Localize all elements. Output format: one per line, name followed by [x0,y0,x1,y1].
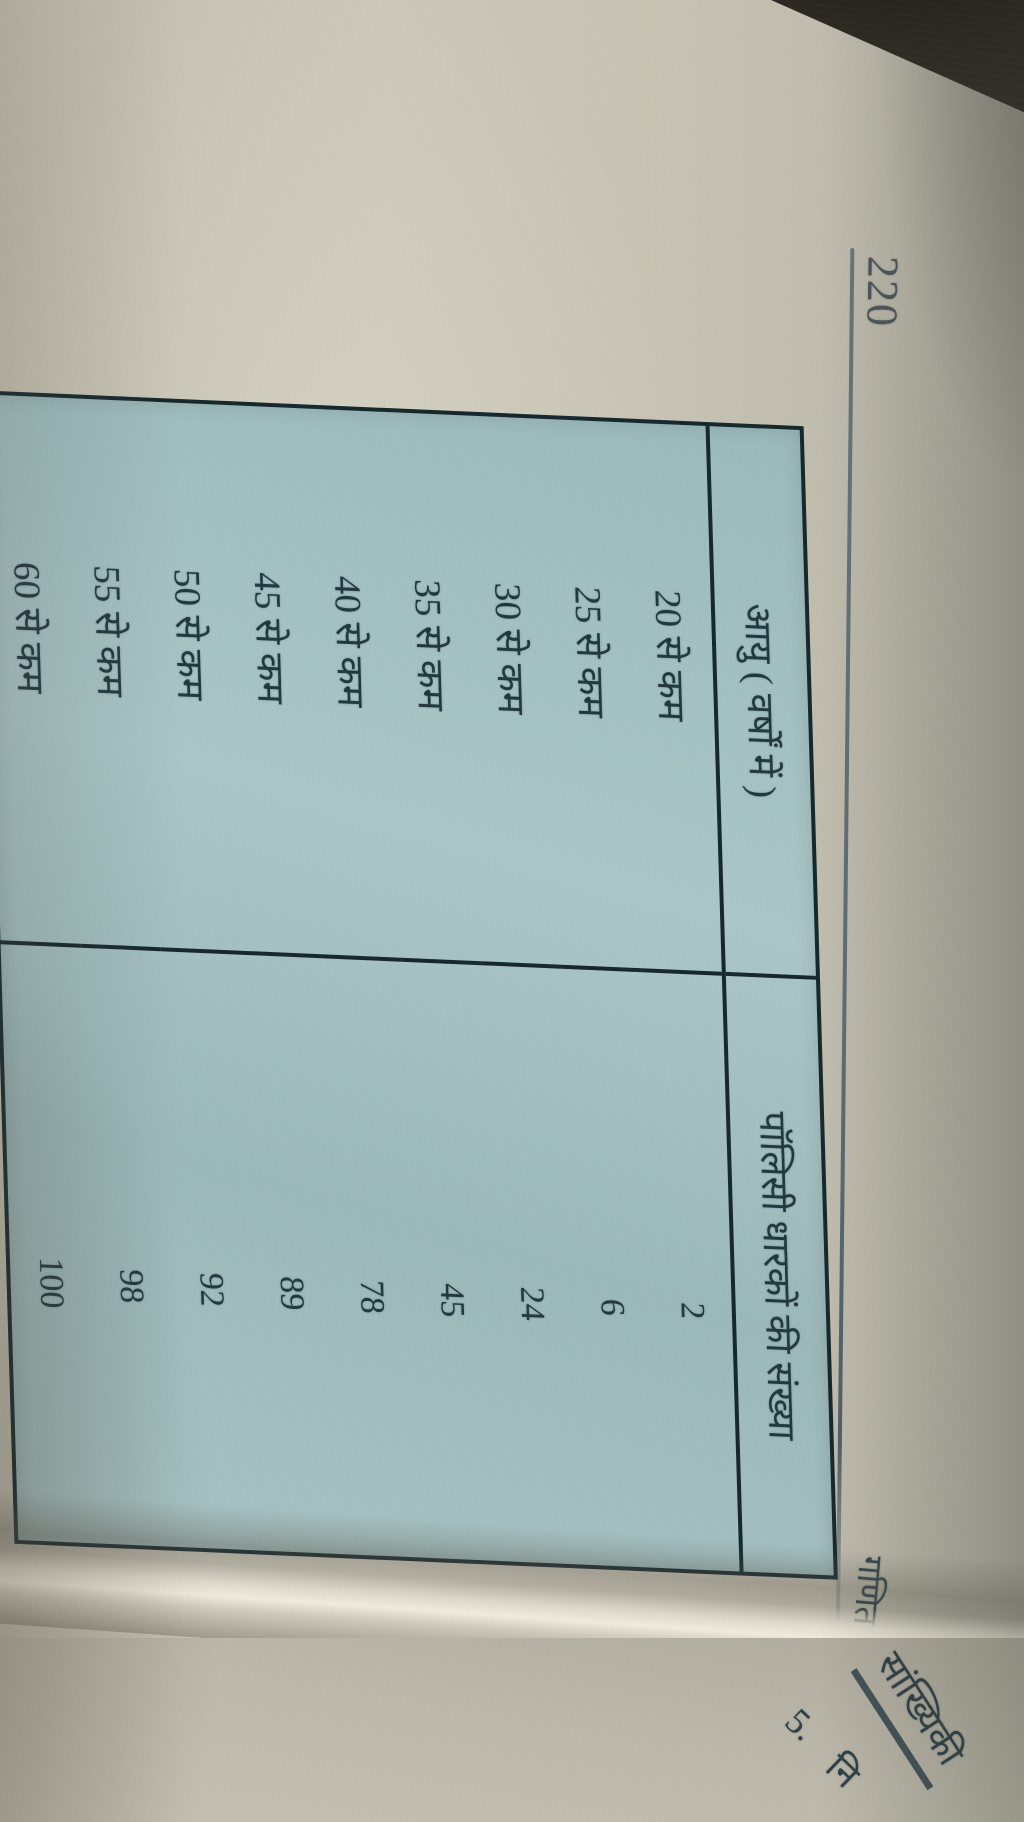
age-class-label: 30 से कम [486,582,532,715]
age-class-label: 40 से कम [326,575,372,708]
frequency-table: आयु ( वर्षों में ) पॉलिसी धारकों की संख्… [0,390,838,1580]
age-class-label: 50 से कम [166,568,211,701]
page-header-rule [835,248,855,1656]
age-class-label: 45 से कम [246,571,292,705]
table-surface-background [762,0,1024,114]
table-header-age: आयु ( वर्षों में ) [736,602,784,799]
age-class-label: 55 से कम [85,564,131,698]
page-number: 220 [857,255,908,329]
age-class-label: 35 से कम [406,578,452,712]
table-body: 20 से कम 2 25 से कम 6 30 से कम 24 35 से … [0,394,740,1572]
table-header-policy-holders: पॉलिसी धारकों की संख्या [725,971,834,1576]
age-class-label: 25 से कम [566,585,612,719]
age-class-label: 20 से कम [646,589,692,722]
